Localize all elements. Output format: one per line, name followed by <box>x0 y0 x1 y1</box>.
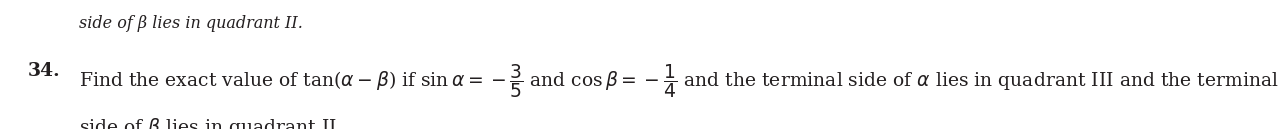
Text: Find the exact value of tan($\alpha - \beta$) if sin$\,\alpha = -\dfrac{3}{5}$ a: Find the exact value of tan($\alpha - \b… <box>79 62 1279 100</box>
Text: 34.: 34. <box>28 62 60 80</box>
Text: side of β lies in quadrant II.: side of β lies in quadrant II. <box>79 15 303 33</box>
Text: side of $\beta$ lies in quadrant II.: side of $\beta$ lies in quadrant II. <box>79 116 343 129</box>
